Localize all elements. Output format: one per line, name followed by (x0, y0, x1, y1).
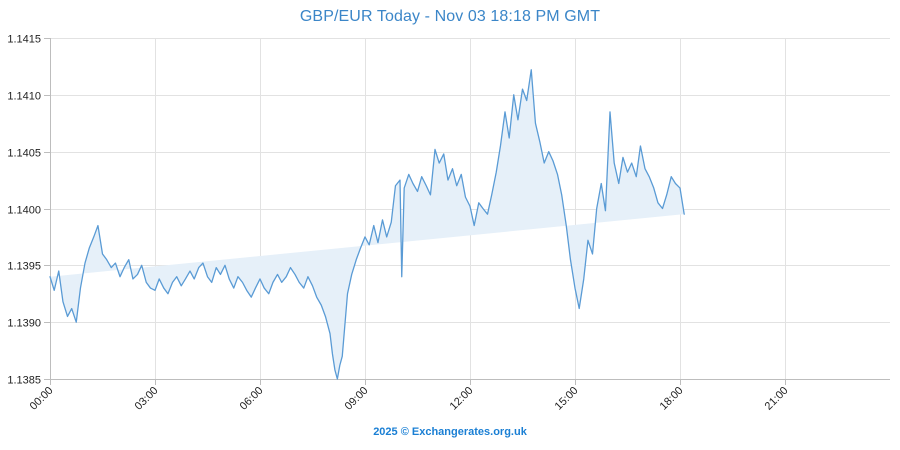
series-line-group (49, 69, 685, 380)
area-fill-group (50, 69, 685, 379)
y-tick-label: 1.1405 (7, 148, 41, 160)
y-tick-label: 1.1390 (7, 318, 41, 330)
series-line-path (49, 69, 685, 380)
x-tick-label: 21:00 (763, 385, 791, 413)
y-tick-label: 1.1385 (7, 375, 41, 387)
series-area-fill (50, 69, 685, 379)
y-tick-label: 1.1415 (7, 34, 41, 46)
x-tick-label: 09:00 (343, 385, 371, 413)
x-tick-label: 06:00 (238, 385, 266, 413)
x-tick-label: 03:00 (133, 385, 161, 413)
x-tick-label: 00:00 (28, 385, 56, 413)
x-tick-label: 15:00 (553, 385, 581, 413)
x-axis-labels: 00:00 03:00 06:00 09:00 12:00 15:00 18:00 21:00 (28, 385, 791, 413)
x-tick-label: 12:00 (448, 385, 476, 413)
y-tick-label: 1.1395 (7, 261, 41, 273)
y-tick-label: 1.1410 (7, 91, 41, 103)
x-tick-label: 18:00 (658, 385, 686, 413)
y-axis-labels: 1.1385 1.1390 1.1395 1.1400 1.1405 1.1410 1.14… (7, 34, 41, 387)
y-tick-label: 1.1400 (7, 205, 41, 217)
page-title: GBP/EUR Today - Nov 03 18:18 PM GMT (299, 8, 601, 25)
copyright-footer: 2025 © Exchangerates.org.uk (373, 426, 527, 438)
grid-group (44, 38, 890, 385)
